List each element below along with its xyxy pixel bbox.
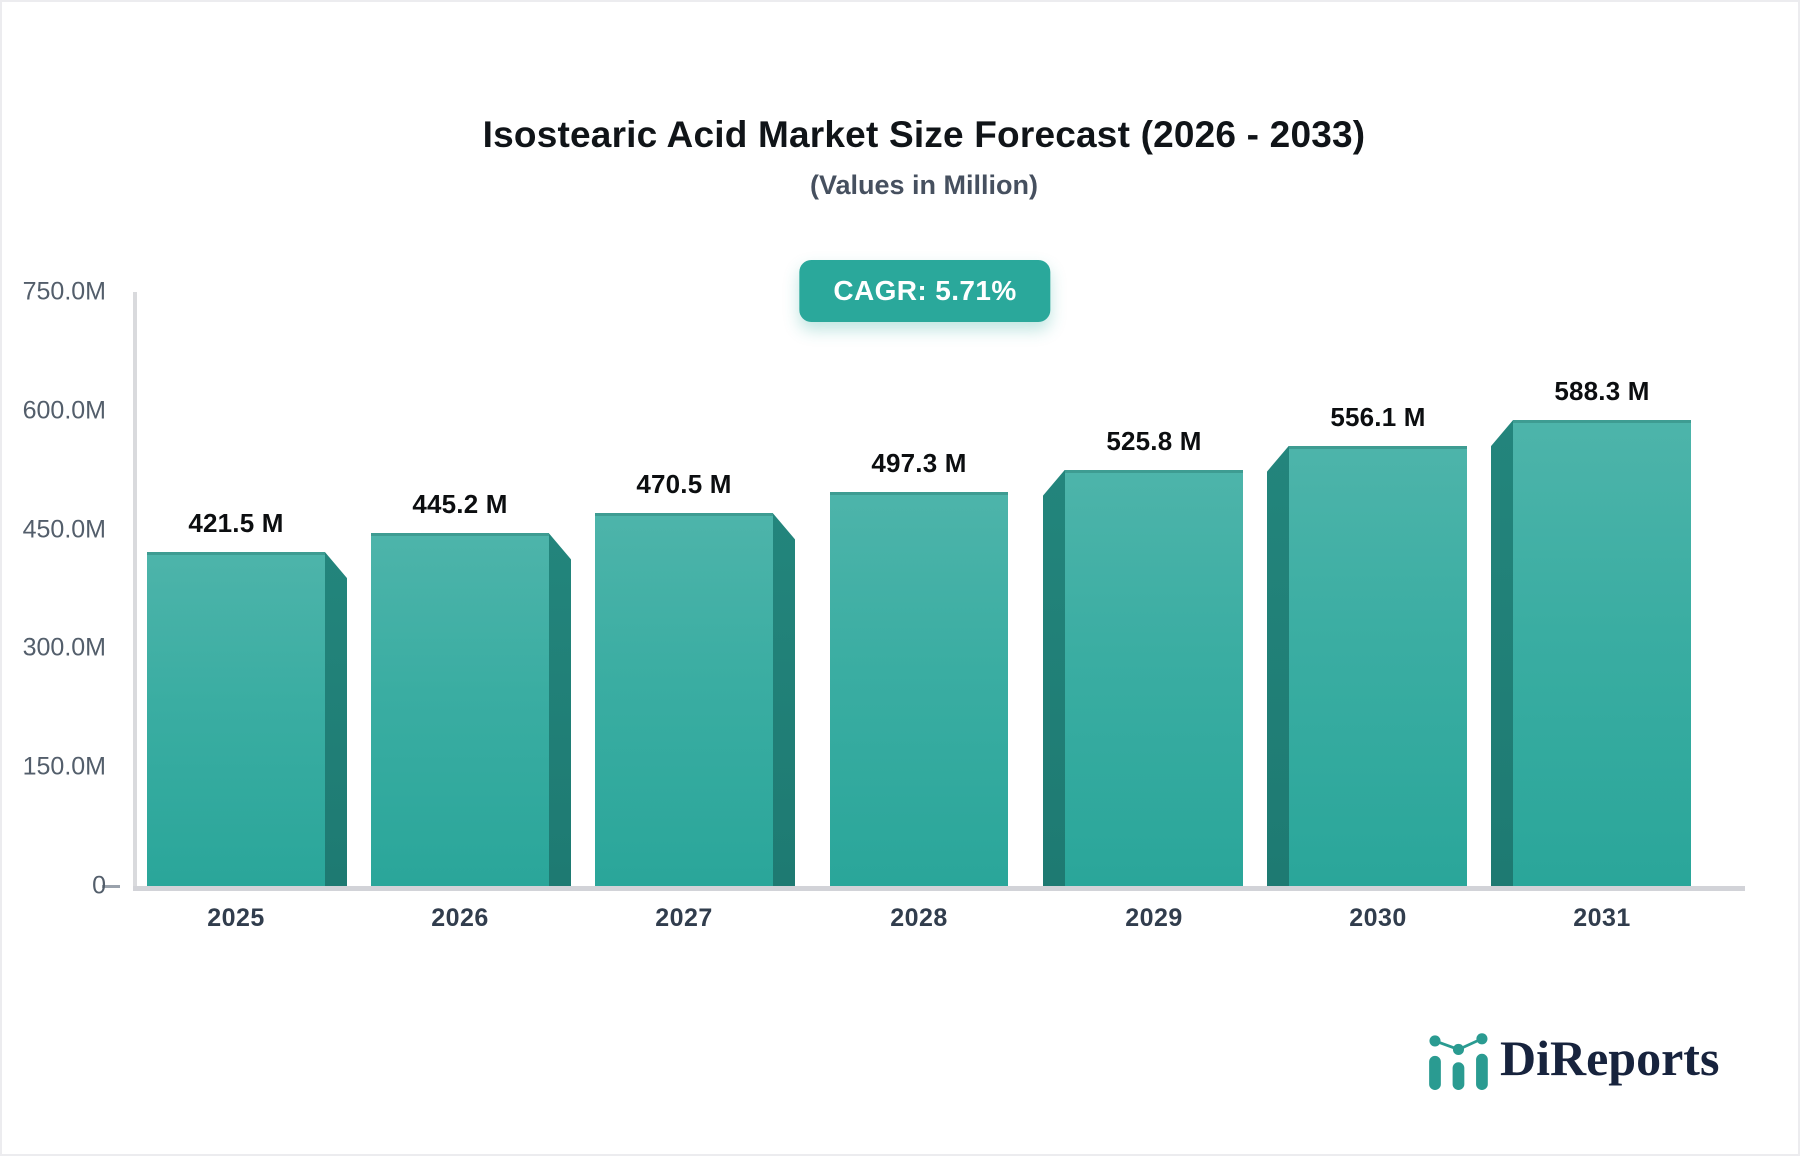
x-axis-label: 2030 xyxy=(1349,904,1407,932)
bar-value-label: 556.1 M xyxy=(1330,401,1426,432)
x-axis-label: 2031 xyxy=(1573,904,1631,932)
bar-2030[interactable] xyxy=(1289,445,1467,886)
bar-value-label: 445.2 M xyxy=(412,489,508,520)
bar-value-label: 470.5 M xyxy=(636,469,732,500)
bar-2025-side-face xyxy=(325,552,347,886)
direports-logo-icon xyxy=(1429,1033,1488,1090)
x-axis-label: 2028 xyxy=(890,904,948,932)
bar-value-label: 421.5 M xyxy=(188,508,284,539)
y-axis-label: 450.0M xyxy=(22,515,106,544)
bar-value-label: 588.3 M xyxy=(1554,376,1650,407)
bar-2029-side-face xyxy=(1043,469,1065,886)
y-axis-label: 150.0M xyxy=(22,752,106,781)
bar-2028[interactable] xyxy=(830,492,1008,886)
bar-value-label: 497.3 M xyxy=(871,448,967,479)
x-axis-line xyxy=(133,886,1745,891)
x-axis-label: 2026 xyxy=(431,904,489,932)
bar-2031[interactable] xyxy=(1513,420,1691,886)
brand-logo: DiReports xyxy=(1427,1026,1719,1090)
bar-2025[interactable] xyxy=(147,552,325,886)
y-axis-label: 600.0M xyxy=(22,396,106,425)
bar-2026[interactable] xyxy=(371,533,549,886)
y-axis-label: 750.0M xyxy=(22,277,106,306)
bar-2026-side-face xyxy=(549,533,571,886)
direports-logo-text: DiReports xyxy=(1500,1030,1720,1086)
zero-tick-mark xyxy=(102,885,120,888)
y-axis-label: 0 xyxy=(92,871,106,900)
x-axis-label: 2029 xyxy=(1125,904,1183,932)
bar-2027-side-face xyxy=(773,513,795,886)
bar-2030-side-face xyxy=(1267,445,1289,886)
chart-title: Isostearic Acid Market Size Forecast (20… xyxy=(482,114,1366,155)
bar-value-label: 525.8 M xyxy=(1106,425,1202,456)
y-axis-label: 300.0M xyxy=(22,633,106,662)
cagr-badge: CAGR: 5.71% xyxy=(799,260,1051,322)
bar-2027[interactable] xyxy=(595,513,773,886)
chart-subtitle: (Values in Million) xyxy=(809,170,1039,200)
bar-2031-side-face xyxy=(1491,420,1513,886)
x-axis-label: 2025 xyxy=(207,904,265,932)
y-axis-line xyxy=(133,292,137,888)
bar-2029[interactable] xyxy=(1065,469,1243,886)
x-axis-label: 2027 xyxy=(655,904,713,932)
